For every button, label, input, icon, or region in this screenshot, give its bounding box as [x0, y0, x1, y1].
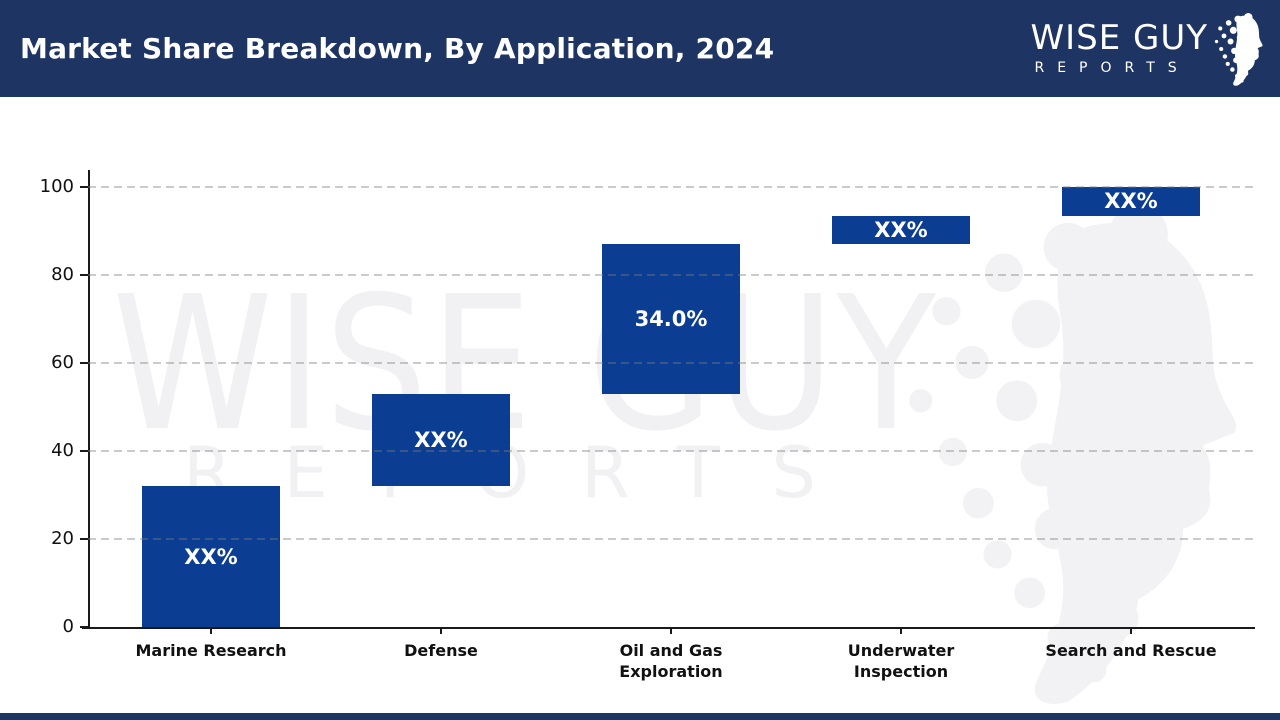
bar-defense: [372, 393, 510, 487]
y-axis-tick-label-100: 100: [39, 176, 74, 197]
x-axis-label-search-and-rescue: Search and Rescue: [1045, 641, 1217, 660]
bar-value-label-oil-and-gas-exploration: 34.0%: [634, 307, 708, 331]
gridline-60: [88, 362, 1253, 364]
x-axis-label-oil-and-gas-exploration: Oil and Gas Exploration: [619, 641, 723, 681]
y-axis-tick-60: [80, 362, 88, 364]
watermark-wise-guy-text: WISE GUY: [112, 256, 938, 472]
y-axis-tick-0: [80, 626, 88, 628]
bar-oil-and-gas-exploration: [602, 244, 740, 394]
logo-text: WISE GUY REPORTS: [1030, 21, 1208, 76]
bar-value-label-underwater-inspection: XX%: [874, 217, 928, 242]
bar-value-label-marine-research: XX%: [184, 544, 238, 569]
gridline-20: [88, 538, 1253, 540]
y-axis-tick-label-0: 0: [62, 616, 74, 637]
bar-value-label-defense: XX%: [414, 428, 468, 452]
header-bar: Market Share Breakdown, By Application, …: [0, 0, 1280, 97]
y-axis-tick-80: [80, 274, 88, 276]
y-axis-tick-100: [80, 186, 88, 188]
y-axis-tick-label-60: 60: [51, 352, 74, 373]
x-axis-label-defense: Defense: [404, 641, 478, 660]
footer-bar: [0, 713, 1280, 720]
x-axis-label-underwater-inspection: Underwater Inspection: [847, 641, 955, 681]
y-axis-tick-label-80: 80: [51, 264, 74, 285]
x-axis-label-marine-research: Marine Research: [135, 641, 287, 660]
bar-underwater-inspection: [832, 215, 970, 245]
y-axis-tick-40: [80, 450, 88, 452]
logo-tagline: REPORTS: [1034, 60, 1190, 76]
y-axis-spine: [88, 170, 90, 629]
gridline-40: [88, 450, 1253, 452]
page-title: Market Share Breakdown, By Application, …: [20, 32, 775, 65]
bar-search-and-rescue: [1062, 187, 1200, 216]
bar-value-label-search-and-rescue: XX%: [1104, 189, 1158, 214]
wise-guy-head-icon: [1214, 12, 1263, 86]
wise-guy-logo: WISE GUY REPORTS: [1030, 11, 1266, 87]
logo-name: WISE GUY: [1030, 18, 1208, 58]
gridline-80: [88, 274, 1253, 276]
gridline-100: [88, 186, 1253, 188]
y-axis-tick-label-40: 40: [51, 440, 74, 461]
y-axis-tick-label-20: 20: [51, 528, 74, 549]
x-axis-tick-underwater-inspection: [900, 627, 902, 634]
x-axis-tick-search-and-rescue: [1130, 627, 1132, 634]
x-axis-spine: [82, 627, 1255, 629]
x-axis-tick-oil-and-gas-exploration: [670, 627, 672, 634]
x-axis-tick-defense: [440, 627, 442, 634]
y-axis-tick-20: [80, 538, 88, 540]
bar-marine-research: [142, 486, 280, 627]
x-axis-tick-marine-research: [210, 627, 212, 634]
